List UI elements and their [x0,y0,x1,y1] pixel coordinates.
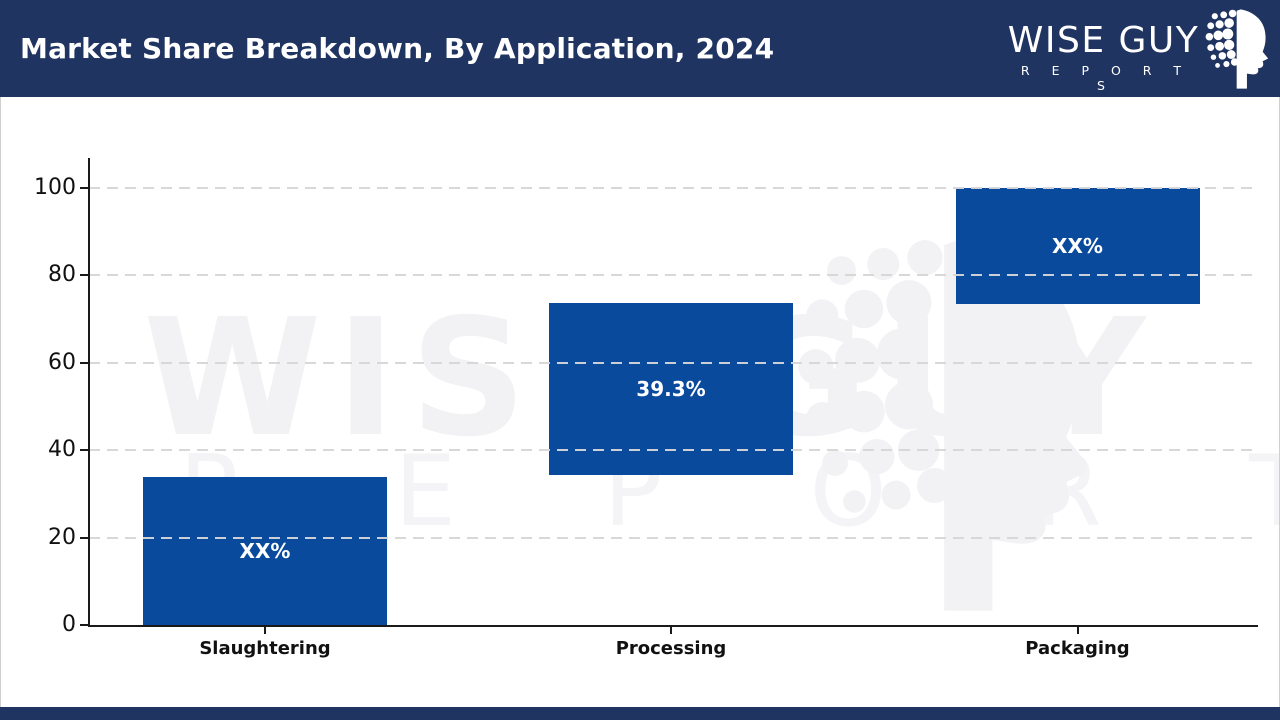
wise-guy-logo: WISE GUY R E P O R T S [1006,6,1268,93]
gridline-20 [89,536,1257,539]
bar-label: 39.3% [636,376,706,401]
x-axis [88,625,1258,627]
gridline-60 [89,361,1257,364]
y-tick-mark [80,361,88,364]
y-tick-label: 0 [62,612,76,637]
y-tick-mark [80,186,88,189]
bar-processing [549,303,793,475]
logo-text: WISE GUY R E P O R T S [1006,22,1201,93]
x-tick-mark [264,627,266,634]
footer-bar [0,707,1280,720]
bar-packaging [955,188,1200,304]
y-tick-mark [80,274,88,276]
x-tick-label-slaughtering: Slaughtering [199,638,331,659]
y-tick-label: 100 [34,174,76,200]
gridline-80 [89,274,1257,276]
y-tick-label: 40 [48,437,76,462]
logo-head-icon [1205,9,1268,89]
bar-slaughtering [143,477,387,625]
x-tick-label-packaging: Packaging [1025,638,1130,659]
y-tick-label: 20 [48,524,76,550]
watermark-head-icon [798,238,1086,611]
x-tick-label-processing: Processing [615,638,727,659]
y-tick-label: 80 [48,262,76,287]
y-tick-mark [80,449,88,451]
y-tick-mark [80,536,88,539]
y-tick-mark [80,624,88,626]
bar-label: XX% [1052,234,1103,259]
chart-area: WISE GUY R E P O R T S XX%39.3%XX% [0,97,1280,707]
gridline-100 [89,186,1257,189]
gridline-40 [89,449,1257,451]
y-tick-label: 60 [48,349,76,375]
x-tick-mark [670,627,672,634]
header: Market Share Breakdown, By Application, … [0,0,1280,97]
y-axis [88,158,90,627]
bar-label: XX% [239,539,291,564]
page-title: Market Share Breakdown, By Application, … [20,32,775,65]
logo-subtitle: R E P O R T S [1020,62,1191,93]
logo-wordmark: WISE GUY [1007,20,1200,61]
x-tick-mark [1076,627,1079,634]
